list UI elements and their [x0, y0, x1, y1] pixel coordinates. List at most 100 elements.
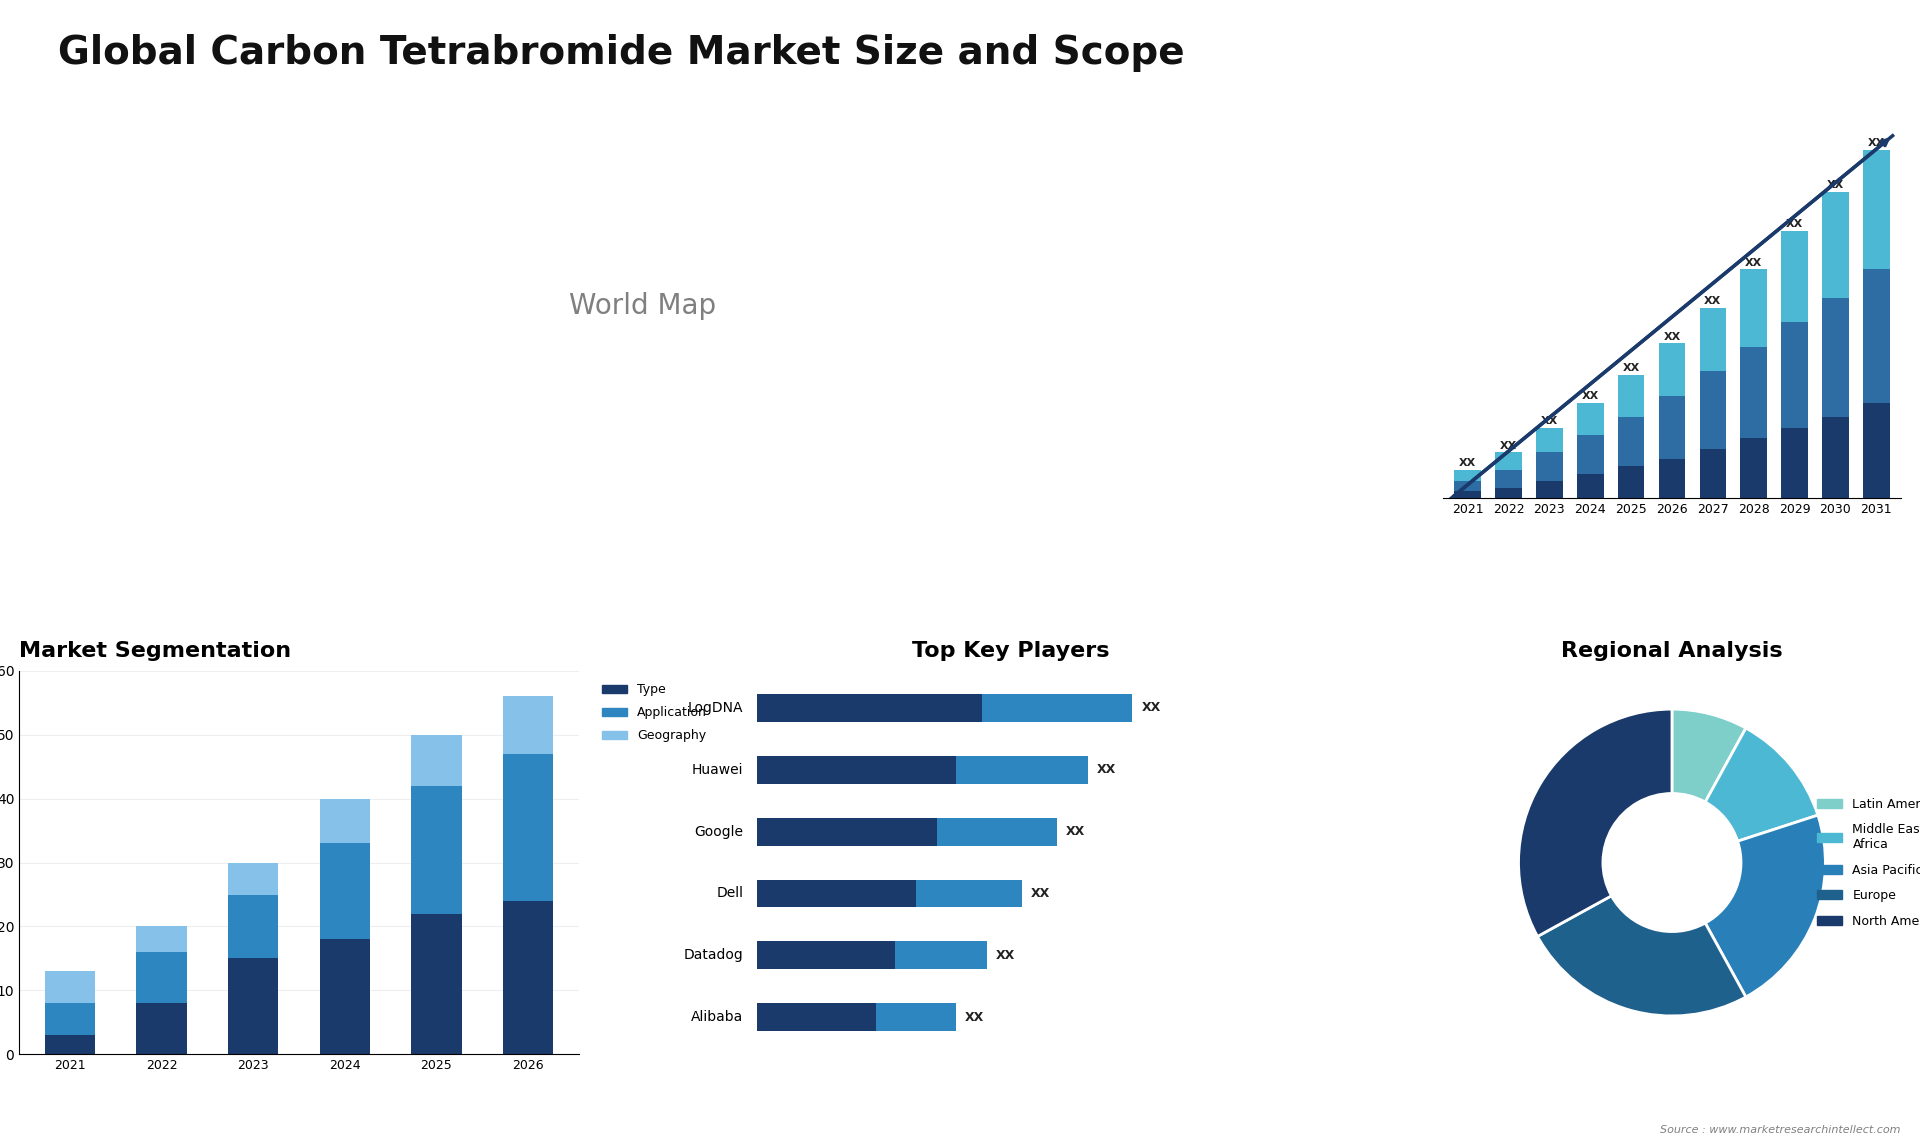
Bar — [956, 756, 1089, 784]
Text: XX: XX — [1459, 458, 1476, 469]
Bar — [756, 694, 983, 722]
Bar — [1699, 371, 1726, 449]
Bar — [44, 1003, 94, 1035]
Title: Regional Analysis: Regional Analysis — [1561, 641, 1784, 661]
Bar — [228, 863, 278, 895]
Bar — [503, 901, 553, 1054]
Bar — [756, 1003, 876, 1031]
Text: Google: Google — [695, 825, 743, 839]
Bar — [1619, 466, 1644, 499]
Text: Alibaba: Alibaba — [691, 1011, 743, 1025]
Text: XX: XX — [1500, 441, 1517, 450]
Bar — [1453, 480, 1480, 492]
Bar — [876, 1003, 956, 1031]
Wedge shape — [1519, 709, 1672, 936]
Bar — [756, 879, 916, 908]
Bar — [411, 913, 461, 1054]
Bar — [756, 818, 937, 846]
Bar — [319, 799, 371, 843]
Bar — [1536, 427, 1563, 453]
Bar — [1453, 470, 1480, 480]
Text: Dell: Dell — [716, 887, 743, 901]
Text: XX: XX — [1622, 363, 1640, 374]
Bar — [756, 941, 895, 970]
Text: XX: XX — [1868, 138, 1885, 148]
Circle shape — [1603, 793, 1741, 932]
Text: XX: XX — [1786, 219, 1803, 229]
Bar — [1619, 375, 1644, 417]
Text: Huawei: Huawei — [691, 763, 743, 777]
Text: XX: XX — [1582, 392, 1599, 401]
Bar — [1740, 347, 1766, 438]
Bar — [983, 694, 1133, 722]
Wedge shape — [1705, 815, 1826, 997]
Bar — [1782, 230, 1809, 322]
Wedge shape — [1705, 728, 1818, 841]
Text: World Map: World Map — [568, 292, 716, 321]
Bar — [1822, 298, 1849, 417]
Bar — [916, 879, 1021, 908]
Bar — [44, 971, 94, 1003]
Wedge shape — [1672, 709, 1745, 802]
Text: XX: XX — [1031, 887, 1050, 900]
Legend: Type, Application, Geography: Type, Application, Geography — [595, 677, 714, 748]
Bar — [895, 941, 987, 970]
Bar — [319, 843, 371, 940]
Bar — [503, 697, 553, 754]
Text: XX: XX — [1826, 180, 1843, 190]
Bar — [411, 786, 461, 913]
Bar — [228, 895, 278, 958]
Text: XX: XX — [1705, 297, 1722, 306]
Bar — [1576, 434, 1603, 473]
Bar — [1862, 269, 1889, 403]
Text: XX: XX — [995, 949, 1014, 961]
Bar — [1862, 403, 1889, 499]
Text: XX: XX — [964, 1011, 983, 1023]
Bar — [1619, 417, 1644, 466]
Bar — [1536, 453, 1563, 480]
Bar — [1740, 438, 1766, 499]
Bar — [1822, 417, 1849, 499]
Bar — [1659, 397, 1686, 460]
Text: XX: XX — [1066, 825, 1085, 838]
Bar — [1659, 344, 1686, 397]
Text: Market Segmentation: Market Segmentation — [19, 641, 292, 661]
Bar — [1576, 403, 1603, 434]
Bar — [1699, 308, 1726, 371]
Bar — [1453, 492, 1480, 499]
Text: Source : www.marketresearchintellect.com: Source : www.marketresearchintellect.com — [1661, 1124, 1901, 1135]
Bar — [1822, 193, 1849, 298]
Bar — [756, 756, 956, 784]
Text: XX: XX — [1140, 701, 1160, 714]
Text: XX: XX — [1540, 416, 1557, 426]
Legend: Latin America, Middle East &
Africa, Asia Pacific, Europe, North America: Latin America, Middle East & Africa, Asi… — [1812, 793, 1920, 933]
Bar — [228, 958, 278, 1054]
Bar — [1740, 269, 1766, 347]
Bar — [937, 818, 1058, 846]
Title: Top Key Players: Top Key Players — [912, 641, 1110, 661]
Bar — [319, 940, 371, 1054]
Bar — [136, 1003, 186, 1054]
Text: XX: XX — [1745, 258, 1763, 268]
Wedge shape — [1538, 896, 1745, 1017]
Bar — [1536, 480, 1563, 499]
Text: Global Carbon Tetrabromide Market Size and Scope: Global Carbon Tetrabromide Market Size a… — [58, 34, 1185, 72]
Bar — [1659, 460, 1686, 499]
Bar — [1496, 453, 1523, 470]
Bar — [1782, 322, 1809, 427]
Bar — [1496, 487, 1523, 499]
Bar — [136, 926, 186, 952]
Bar — [1862, 150, 1889, 269]
Bar — [1496, 470, 1523, 487]
Text: Datadog: Datadog — [684, 949, 743, 963]
Bar — [1576, 473, 1603, 499]
Bar — [44, 1035, 94, 1054]
Bar — [411, 735, 461, 786]
Bar — [136, 952, 186, 1003]
Text: LogDNA: LogDNA — [687, 701, 743, 715]
Text: XX: XX — [1663, 331, 1680, 342]
Bar — [1699, 449, 1726, 499]
Bar — [1782, 427, 1809, 499]
Text: XX: XX — [1096, 763, 1116, 776]
Bar — [503, 754, 553, 901]
